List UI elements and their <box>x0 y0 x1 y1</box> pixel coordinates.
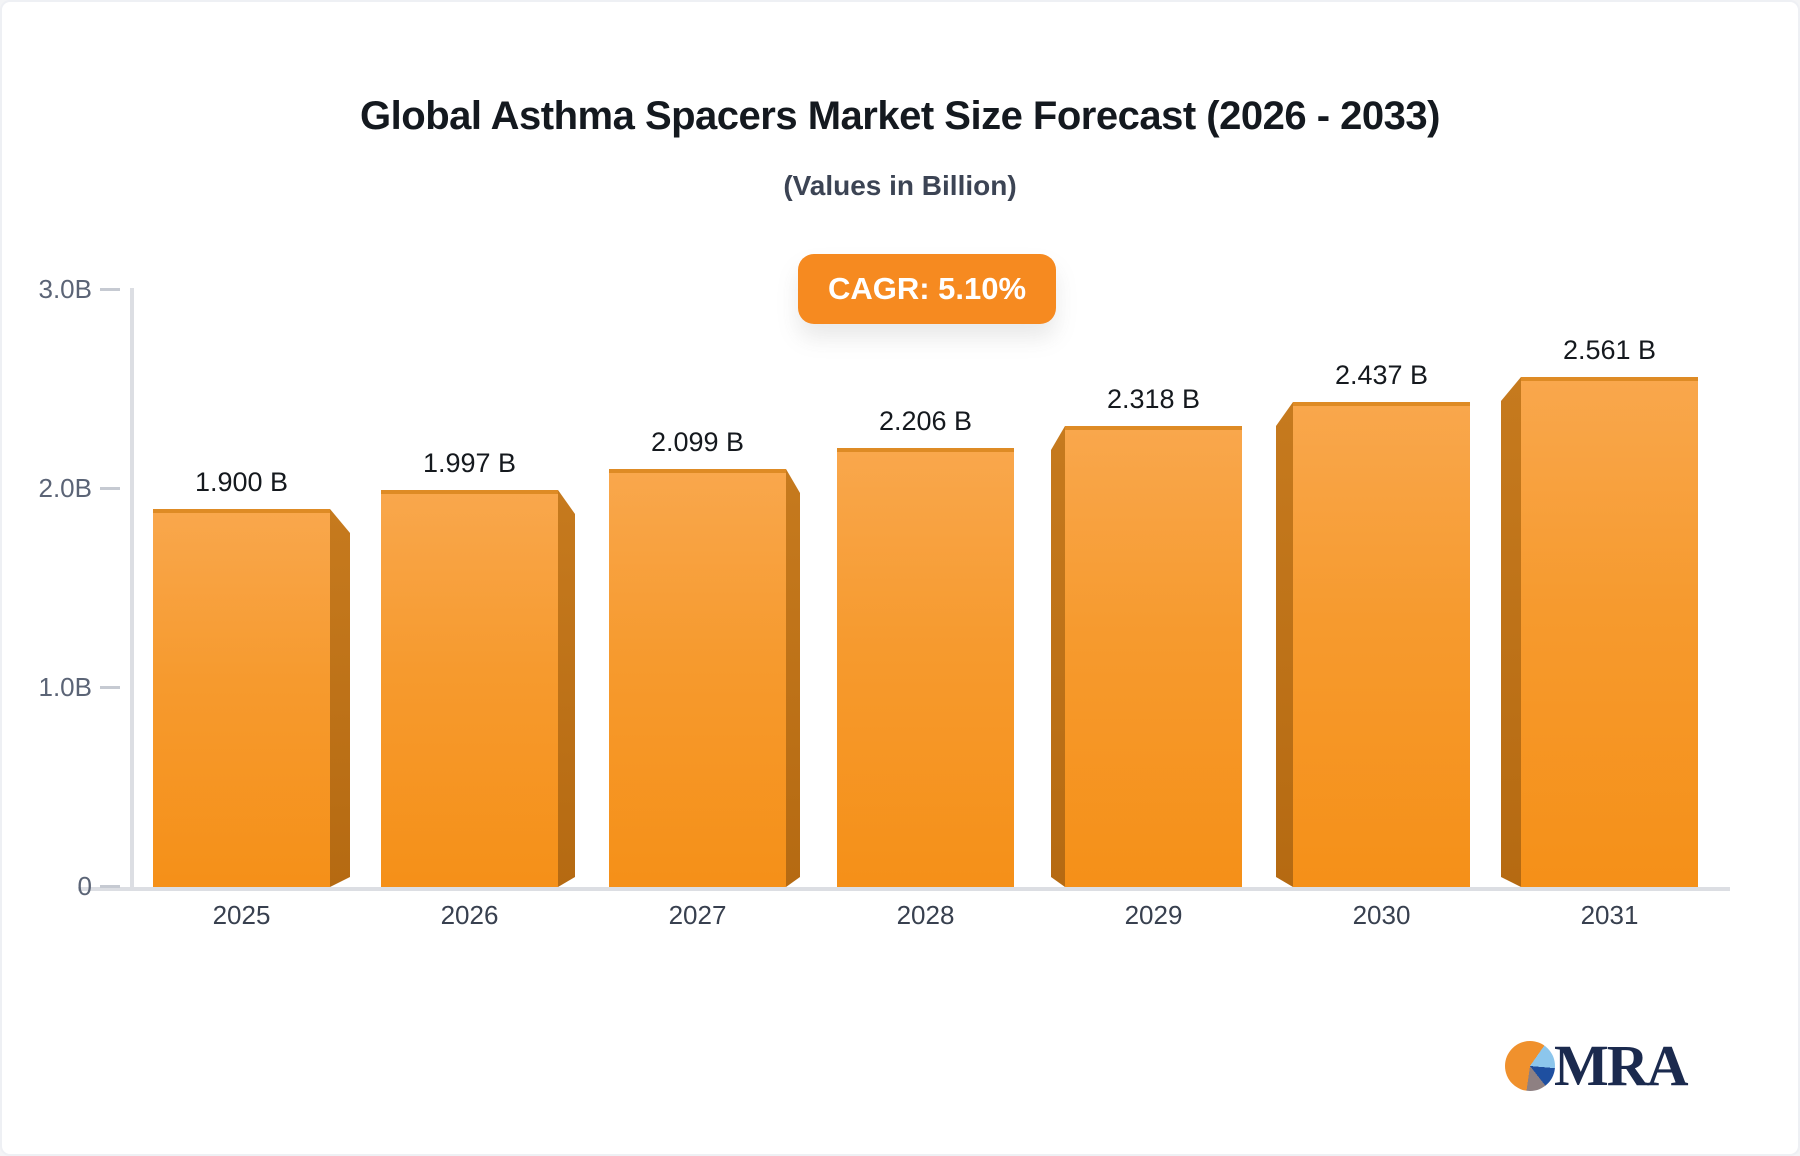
bar-2025 <box>153 509 330 887</box>
x-tick-label: 2027 <box>668 900 727 930</box>
y-axis-line <box>130 288 134 889</box>
x-tick-label: 2028 <box>896 900 955 930</box>
y-tick-mark <box>100 288 120 291</box>
brand-logo: MRA <box>1505 1033 1689 1098</box>
bar-side-face-2031 <box>1501 377 1521 887</box>
bar-2027 <box>609 469 786 887</box>
bar-value-label: 2.206 B <box>878 406 973 436</box>
y-tick-label: 0 <box>77 871 92 901</box>
x-tick-label: 2029 <box>1124 900 1183 930</box>
bar-side-face-2025 <box>330 509 350 887</box>
y-tick-label: 3.0B <box>38 274 93 304</box>
bar-2026 <box>381 490 558 887</box>
bar-side-face-2030 <box>1276 402 1293 887</box>
y-tick-mark <box>100 686 120 689</box>
bar-side-face-2026 <box>558 490 575 887</box>
y-tick-mark <box>100 487 120 490</box>
bar-2031 <box>1521 377 1698 887</box>
bar-value-label: 2.318 B <box>1106 384 1201 414</box>
y-tick-mark <box>100 885 120 888</box>
bar-2030 <box>1293 402 1470 887</box>
pie-chart-icon <box>1505 1041 1555 1091</box>
x-axis-line <box>78 887 1730 891</box>
bar-side-face-2029 <box>1051 426 1065 887</box>
bar-side-face-2027 <box>786 469 800 887</box>
brand-logo-text: MRA <box>1554 1033 1689 1098</box>
bar-value-label: 2.099 B <box>650 427 745 457</box>
chart-title: Global Asthma Spacers Market Size Foreca… <box>360 94 1440 138</box>
cagr-badge-label: CAGR: 5.10% <box>827 271 1027 306</box>
y-tick-label: 2.0B <box>38 473 93 503</box>
chart-subtitle: (Values in Billion) <box>783 170 1017 201</box>
bar-value-label: 1.900 B <box>194 467 289 497</box>
bar-2029 <box>1065 426 1242 887</box>
x-tick-label: 2026 <box>440 900 499 930</box>
x-tick-label: 2030 <box>1352 900 1411 930</box>
bar-2028 <box>837 448 1014 887</box>
x-tick-label: 2031 <box>1580 900 1639 930</box>
bar-value-label: 1.997 B <box>422 448 517 478</box>
x-tick-label: 2025 <box>212 900 271 930</box>
cagr-badge: CAGR: 5.10% <box>798 254 1056 324</box>
y-tick-label: 1.0B <box>38 672 93 702</box>
bar-value-label: 2.437 B <box>1334 360 1429 390</box>
bar-value-label: 2.561 B <box>1562 335 1657 365</box>
